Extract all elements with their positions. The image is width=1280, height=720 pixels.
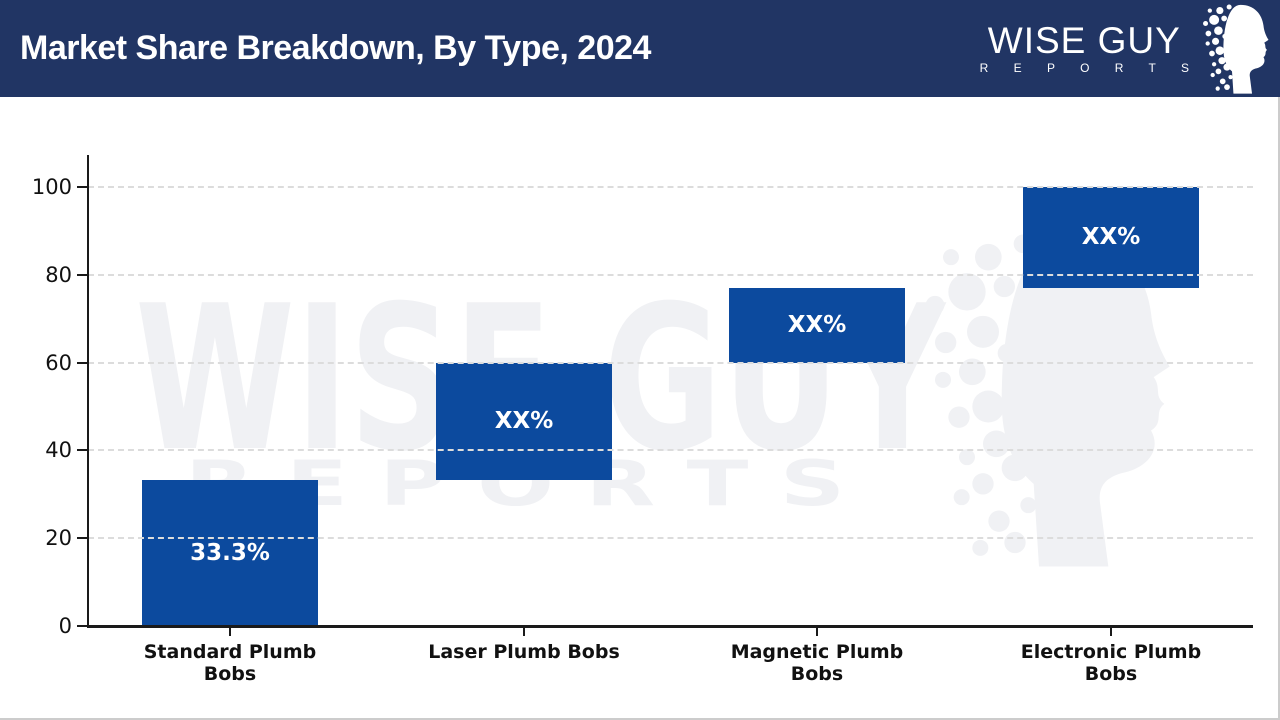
y-tick-label: 40	[45, 438, 72, 463]
x-tick-mark	[523, 627, 525, 636]
y-tick-mark	[77, 449, 88, 452]
y-gridline	[88, 273, 1253, 276]
x-axis-line	[87, 625, 1253, 628]
x-tick-mark	[229, 627, 231, 636]
brand-logo-text: WISE GUY R E P O R T S	[969, 19, 1200, 76]
y-tick-mark	[77, 186, 88, 188]
bar-value-label: XX%	[1081, 224, 1141, 251]
y-tick-mark	[77, 273, 88, 276]
x-category-label-line: Laser Plumb Bobs	[428, 641, 620, 663]
bar-laser-plumb-bobs	[436, 362, 612, 480]
x-tick-mark	[1110, 627, 1112, 636]
x-category-label-line: Standard Plumb	[143, 641, 317, 663]
x-category-label-line: Bobs	[1084, 663, 1138, 685]
x-category-label: Laser Plumb Bobs	[394, 641, 654, 663]
y-axis-line	[87, 155, 89, 628]
x-category-label: Electronic Plumb Bobs	[981, 641, 1241, 685]
y-gridline	[88, 186, 1253, 188]
x-category-label-line: Electronic Plumb	[1020, 641, 1202, 663]
bar-value-label: XX%	[494, 408, 554, 435]
x-tick-mark	[816, 627, 818, 636]
y-tick-label: 100	[31, 175, 72, 199]
brand-logo: WISE GUY R E P O R T S	[969, 4, 1270, 94]
brand-name: WISE GUY	[987, 19, 1181, 61]
x-category-label: Magnetic Plumb Bobs	[687, 641, 947, 685]
y-tick-mark	[77, 537, 88, 540]
page-right-border	[1278, 97, 1280, 720]
y-tick-label: 80	[45, 262, 72, 287]
y-gridline	[88, 537, 1253, 540]
header-bar: Market Share Breakdown, By Type, 2024 WI…	[0, 0, 1280, 97]
y-tick-label: 20	[45, 526, 72, 551]
y-tick-label: 0	[58, 614, 72, 638]
x-category-label: Standard Plumb Bobs	[100, 641, 360, 685]
brand-subtitle: R E P O R T S	[979, 60, 1200, 75]
wiseguy-face-icon	[1184, 2, 1270, 95]
y-tick-label: 60	[45, 350, 72, 375]
x-category-label-line: Magnetic Plumb	[730, 641, 904, 663]
x-category-label-line: Bobs	[790, 663, 844, 685]
y-tick-mark	[77, 361, 88, 364]
chart-title: Market Share Breakdown, By Type, 2024	[20, 29, 651, 67]
bar-value-label: 33.3%	[190, 539, 270, 566]
page-bottom-border	[0, 718, 1280, 720]
y-gridline	[88, 361, 1253, 364]
y-tick-mark	[77, 625, 88, 627]
bar-value-label: XX%	[787, 312, 847, 339]
bar-standard-plumb-bobs	[142, 479, 318, 626]
y-gridline	[88, 449, 1253, 452]
bar-magnetic-plumb-bobs	[729, 287, 905, 363]
x-category-label-line: Bobs	[203, 663, 257, 685]
